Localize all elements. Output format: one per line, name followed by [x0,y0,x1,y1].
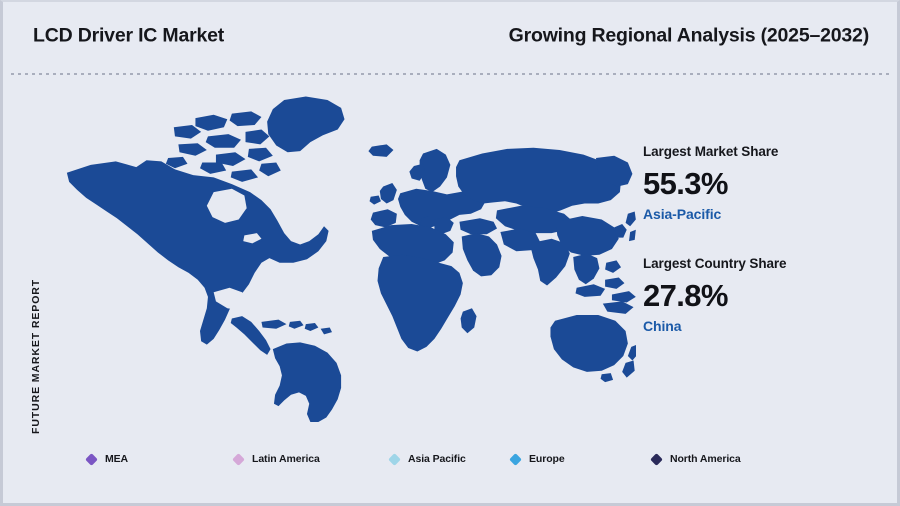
legend-label: Latin America [252,453,320,465]
legend-item-latin-america: Latin America [232,449,320,469]
legend-dot-icon [388,452,401,466]
header-subtitle: Growing Regional Analysis (2025–2032) [508,24,870,47]
legend-label: Europe [529,453,565,465]
header-bar: LCD Driver IC Market Growing Regional An… [3,2,897,75]
world-map-svg [66,96,636,422]
legend-label: Asia Pacific [408,453,466,465]
legend-label: North America [670,453,741,465]
world-map-landmasses [66,96,636,422]
world-map [61,92,636,422]
stat-label: Largest Country Share [643,256,787,271]
stat-largest-market-share: Largest Market Share 55.3% Asia-Pacific [643,144,888,222]
stat-largest-country-share: Largest Country Share 27.8% China [643,256,888,334]
page-title: LCD Driver IC Market [33,24,225,47]
map-legend: MEA Latin America Asia Pacific Europe No… [85,449,787,469]
stat-value: 27.8% [643,278,729,313]
legend-label: MEA [105,453,129,465]
legend-dot-icon [232,452,245,466]
legend-item-europe: Europe [509,449,565,469]
stat-label: Largest Market Share [643,144,779,159]
brand-side-label: FUTURE MARKET REPORT [30,278,42,434]
legend-dot-icon [85,452,98,466]
legend-dot-icon [509,452,522,466]
stat-value: 55.3% [643,166,729,201]
header-divider [11,73,889,75]
legend-dot-icon [650,452,663,466]
legend-item-north-america: North America [650,449,741,469]
stat-region: China [643,318,682,334]
stats-panel: Largest Market Share 55.3% Asia-Pacific … [643,144,888,368]
legend-item-asia-pacific: Asia Pacific [388,449,466,469]
legend-item-mea: MEA [85,449,129,469]
stat-region: Asia-Pacific [643,206,722,222]
